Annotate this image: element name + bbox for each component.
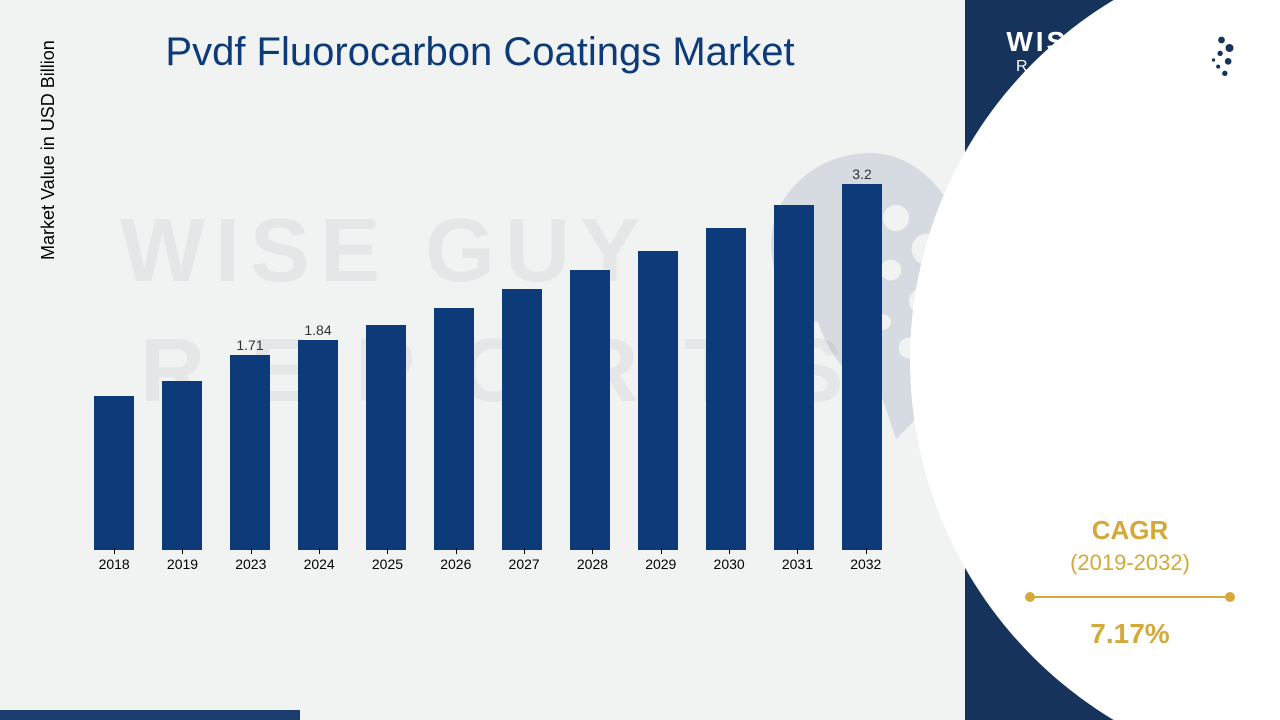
bar-rect <box>774 205 814 550</box>
bar-value-label: 3.2 <box>828 166 896 184</box>
tick-mark <box>387 548 388 554</box>
tick-mark <box>456 548 457 554</box>
bar-rect <box>434 308 474 550</box>
x-tick-label: 2029 <box>627 556 695 572</box>
x-tick-label: 2027 <box>490 556 558 572</box>
tick-mark <box>524 548 525 554</box>
tick-mark <box>592 548 593 554</box>
brand-logo: WISE GUY R E P O R T S <box>990 20 1250 100</box>
cagr-range: (2019-2032) <box>1020 550 1240 576</box>
tick-mark <box>251 548 252 554</box>
tick-mark <box>661 548 662 554</box>
bar-2024: 1.84 <box>284 340 352 550</box>
x-tick-label: 2030 <box>695 556 763 572</box>
bar-2023: 1.71 <box>216 355 284 550</box>
bar-2031 <box>760 205 828 550</box>
x-tick-label: 2019 <box>148 556 216 572</box>
x-tick-label: 2031 <box>763 556 831 572</box>
x-tick-label: 2024 <box>285 556 353 572</box>
bar-2032: 3.2 <box>828 184 896 550</box>
bar-rect <box>706 228 746 550</box>
bar-rect <box>162 381 202 550</box>
bar-rect <box>298 340 338 550</box>
bar-2029 <box>624 251 692 550</box>
bar-rect <box>638 251 678 550</box>
bar-2025 <box>352 325 420 550</box>
bar-rect <box>842 184 882 550</box>
bar-chart: 1.711.84 3.2 2018201920232024202520262027… <box>80 150 900 580</box>
y-axis-label: Market Value in USD Billion <box>38 40 59 260</box>
logo-main-text: WISE GUY <box>990 26 1170 58</box>
chart-title: Pvdf Fluorocarbon Coatings Market <box>0 30 960 75</box>
x-tick-label: 2018 <box>80 556 148 572</box>
tick-mark <box>797 548 798 554</box>
bar-rect <box>502 289 542 550</box>
tick-mark <box>319 548 320 554</box>
tick-mark <box>182 548 183 554</box>
bar-2019 <box>148 381 216 550</box>
bar-2018 <box>80 396 148 550</box>
x-tick-label: 2026 <box>422 556 490 572</box>
bar-rect <box>570 270 610 550</box>
logo-head-icon <box>1180 20 1250 100</box>
cagr-divider-line <box>1030 596 1230 598</box>
sidebar-panel: WISE GUY R E P O R T S CAGR (2019-2032) … <box>965 0 1280 720</box>
x-tick-label: 2023 <box>217 556 285 572</box>
x-tick-label: 2032 <box>832 556 900 572</box>
bottom-accent-strip <box>0 710 300 720</box>
tick-mark <box>729 548 730 554</box>
bar-value-label: 1.71 <box>216 337 284 355</box>
bar-2027 <box>488 289 556 550</box>
bar-rect <box>94 396 134 550</box>
bar-2030 <box>692 228 760 550</box>
bar-2026 <box>420 308 488 550</box>
tick-mark <box>866 548 867 554</box>
cagr-block: CAGR (2019-2032) 7.17% <box>1020 515 1240 650</box>
bar-rect <box>366 325 406 550</box>
bar-2028 <box>556 270 624 550</box>
chart-infographic: Pvdf Fluorocarbon Coatings Market WISE G… <box>0 0 1280 720</box>
x-tick-label: 2028 <box>558 556 626 572</box>
bar-rect <box>230 355 270 550</box>
logo-sub-text: R E P O R T S <box>990 58 1170 94</box>
tick-mark <box>114 548 115 554</box>
x-tick-label: 2025 <box>353 556 421 572</box>
bar-value-label: 1.84 <box>284 322 352 340</box>
plot-area: 1.711.84 3.2 <box>80 150 900 550</box>
cagr-value: 7.17% <box>1020 618 1240 650</box>
cagr-label: CAGR <box>1020 515 1240 546</box>
